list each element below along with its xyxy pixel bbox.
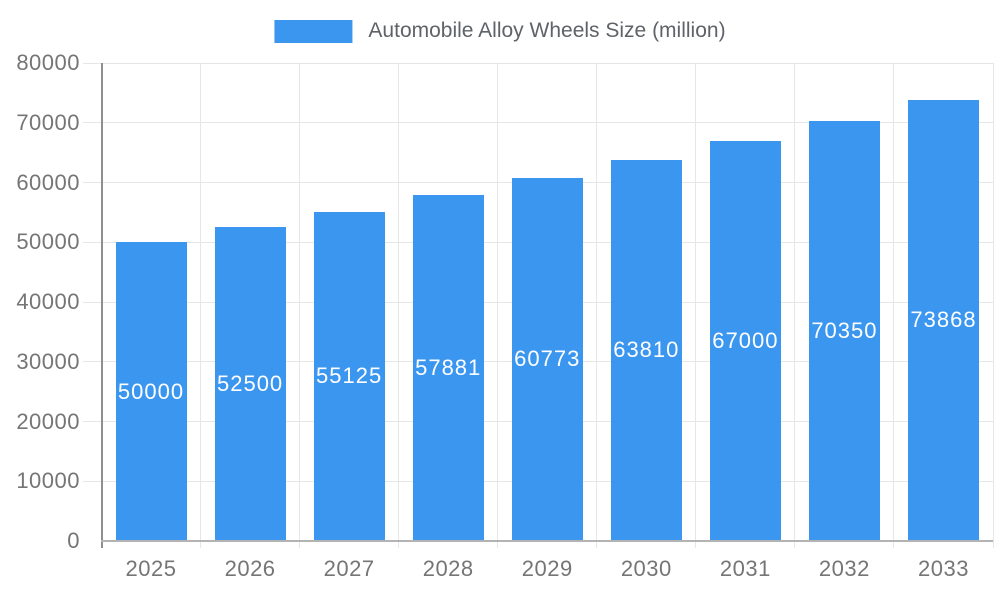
category-gridline — [695, 63, 697, 548]
bar-2031[interactable]: 67000 — [709, 140, 781, 541]
bar-value-label: 57881 — [415, 355, 482, 381]
category-gridline — [992, 63, 994, 548]
bar-value-label: 50000 — [117, 378, 185, 404]
x-axis-label: 2030 — [620, 556, 672, 581]
y-axis-tick-label: 10000 — [16, 468, 80, 494]
y-axis-tick-label: 80000 — [16, 50, 80, 75]
bar-value-label: 70350 — [811, 317, 878, 343]
x-axis-label: 2033 — [917, 556, 969, 581]
y-axis-tick-label: 20000 — [16, 408, 80, 434]
category-gridline — [200, 63, 202, 548]
y-axis-tick-label: 30000 — [16, 348, 80, 374]
bar-2029[interactable]: 60773 — [511, 177, 583, 541]
category-gridline — [893, 63, 895, 548]
bar-2027[interactable]: 55125 — [313, 211, 385, 541]
x-axis-line — [100, 540, 993, 542]
bar-value-label: 73868 — [910, 307, 977, 333]
bar-value-label: 55125 — [316, 363, 383, 389]
bar-2030[interactable]: 63810 — [610, 159, 682, 541]
bar-2033[interactable]: 73868 — [907, 99, 979, 541]
x-axis-label: 2032 — [818, 556, 870, 581]
y-axis-tick-label: 70000 — [16, 109, 80, 135]
category-gridline — [497, 63, 499, 548]
y-axis-tick-label: 50000 — [16, 229, 80, 255]
legend[interactable]: Automobile Alloy Wheels Size (million) — [274, 19, 726, 43]
x-axis-label: 2029 — [521, 556, 573, 581]
bar-2026[interactable]: 52500 — [214, 227, 286, 541]
x-axis-label: 2025 — [125, 556, 177, 581]
y-axis-tick-label: 40000 — [16, 289, 80, 314]
bar-2032[interactable]: 70350 — [808, 120, 880, 541]
legend-label: Automobile Alloy Wheels Size (million) — [368, 19, 726, 42]
y-axis-tick-label: 0 — [67, 528, 80, 553]
category-gridline — [299, 63, 301, 548]
y-axis-tick-label: 60000 — [16, 169, 80, 195]
category-gridline — [794, 63, 796, 548]
x-axis-label: 2027 — [323, 556, 375, 581]
x-axis-label: 2028 — [422, 556, 474, 581]
bar-value-label: 60773 — [514, 346, 581, 372]
category-gridline — [398, 63, 400, 548]
bar-value-label: 67000 — [712, 327, 779, 353]
bar-value-label: 52500 — [216, 371, 284, 397]
x-axis-label: 2026 — [224, 556, 276, 581]
legend-color-swatch-icon — [274, 19, 353, 43]
category-gridline — [596, 63, 598, 548]
y-axis-line — [100, 63, 103, 548]
y-gridline — [83, 62, 993, 64]
y-gridline — [83, 122, 993, 124]
bar-value-label: 63810 — [613, 337, 680, 363]
bar-2028[interactable]: 57881 — [412, 195, 484, 541]
bar-2025[interactable]: 50000 — [115, 242, 187, 541]
x-axis-label: 2031 — [719, 556, 771, 581]
